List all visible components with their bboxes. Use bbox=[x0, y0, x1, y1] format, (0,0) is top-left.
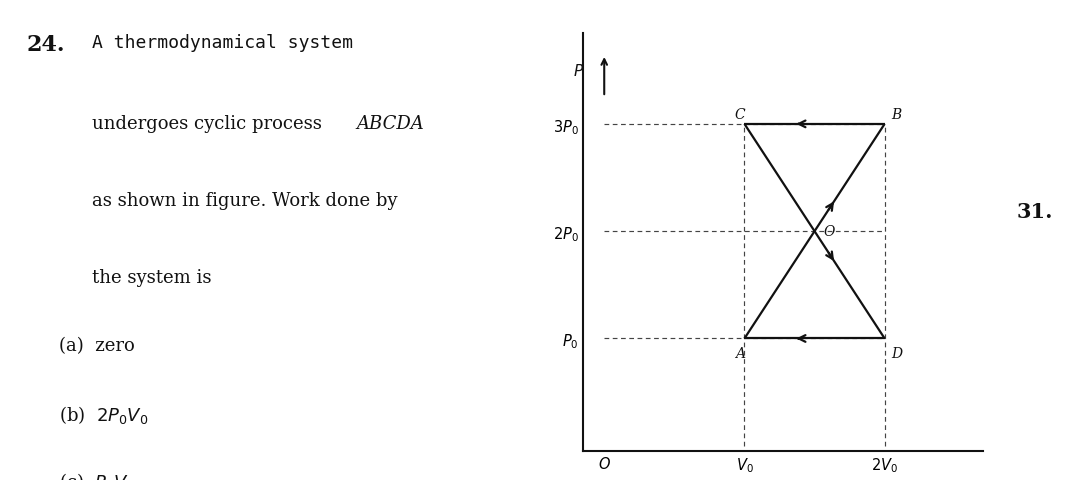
Text: 24.: 24. bbox=[27, 34, 66, 56]
Text: ABCDA: ABCDA bbox=[356, 115, 424, 133]
Text: B: B bbox=[891, 108, 902, 121]
Text: (a)  zero: (a) zero bbox=[59, 336, 135, 354]
Text: O: O bbox=[823, 225, 835, 239]
Text: C: C bbox=[734, 108, 745, 121]
Text: 31.: 31. bbox=[1016, 202, 1053, 222]
Text: undergoes cyclic process: undergoes cyclic process bbox=[92, 115, 327, 133]
Text: A: A bbox=[735, 347, 745, 360]
Text: the system is: the system is bbox=[92, 269, 212, 287]
Text: D: D bbox=[891, 347, 903, 360]
Text: as shown in figure. Work done by: as shown in figure. Work done by bbox=[92, 192, 397, 210]
Text: (c)  $P_0V_0$: (c) $P_0V_0$ bbox=[59, 470, 136, 480]
Text: A thermodynamical system: A thermodynamical system bbox=[92, 34, 353, 51]
Text: $P$: $P$ bbox=[573, 63, 584, 79]
Text: (b)  $2P_0V_0$: (b) $2P_0V_0$ bbox=[59, 403, 149, 425]
